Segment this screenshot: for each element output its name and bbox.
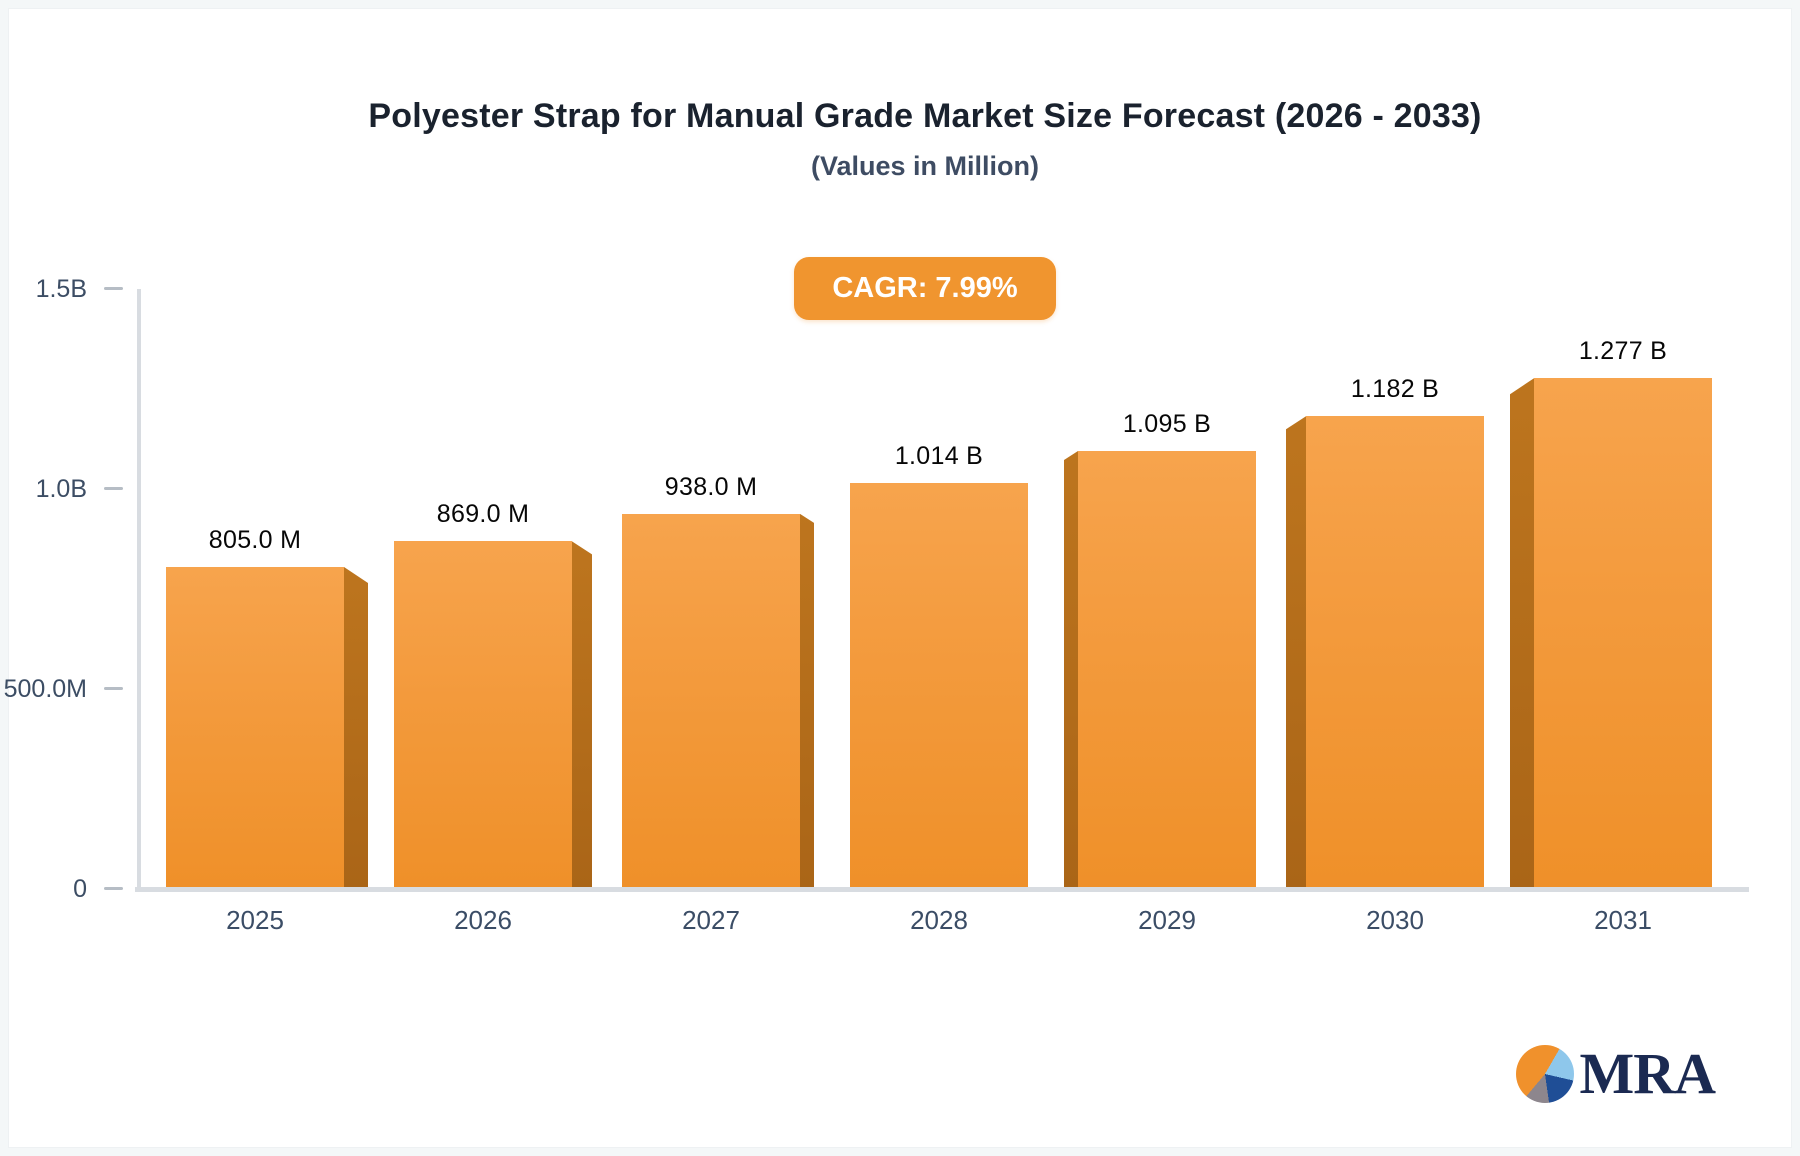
bar-value-label: 938.0 M [664,472,758,501]
bar-group: 1.095 B 2029 [1053,289,1281,935]
bar-group: 869.0 M 2026 [369,289,597,935]
bar-value-label: 1.182 B [1350,375,1440,404]
bar [1286,416,1484,889]
bar-side-3d [1510,378,1534,889]
y-tick-label: 0 [73,875,87,903]
x-axis-line [135,887,1749,892]
bar-side-3d [344,567,368,889]
x-axis-label: 2031 [1594,905,1652,935]
bar-side-3d [800,513,814,889]
plot-area: 805.0 M 2025 869.0 M 2026 938.0 M 2027 1.014 B… [131,289,1749,935]
cagr-badge: CAGR: 7.99% [794,257,1056,320]
bar-side-3d [1286,416,1306,889]
y-axis: 1.5B 1.0B 500.0M 0 [4,275,131,903]
y-tick-label: 1.0B [35,475,87,503]
bar-group: 1.182 B 2030 [1281,289,1509,935]
bar-group: 1.277 B 2031 [1509,289,1737,935]
pie-chart-icon [1516,1045,1575,1103]
y-tick-mark [104,887,123,890]
bar [850,483,1028,889]
bar [1510,378,1712,889]
bar-face [1534,378,1712,889]
x-axis-label: 2027 [682,905,740,935]
cagr-badge-wrap: CAGR: 7.99% [59,257,1791,320]
x-axis-label: 2025 [226,905,284,935]
bar-group: 805.0 M 2025 [141,289,369,935]
bar-group: 1.014 B 2028 [825,289,1053,935]
bar-value-label: 1.014 B [894,442,984,471]
bar-side-3d [1064,451,1078,889]
bar-face [1306,416,1484,889]
bar-value-label: 869.0 M [436,500,530,529]
bars-container: 805.0 M 2025 869.0 M 2026 938.0 M 2027 1.014 B… [141,289,1737,935]
bar-face [166,567,344,889]
bar [166,567,368,889]
bar-value-label: 1.277 B [1578,337,1668,366]
x-axis-label: 2028 [910,905,968,935]
chart-title: Polyester Strap for Manual Grade Market … [368,97,1482,135]
bar [1064,451,1256,889]
y-tick-label: 500.0M [3,675,87,703]
mra-logo-text: MRA [1579,1041,1716,1106]
bar [622,513,814,889]
x-axis-label: 2026 [454,905,512,935]
bar-value-label: 1.095 B [1122,410,1212,438]
x-axis-label: 2029 [1138,905,1196,935]
chart-card: Polyester Strap for Manual Grade Market … [4,8,1792,1148]
bar-side-3d [572,541,592,889]
y-tick-mark [104,287,123,290]
chart-subtitle: (Values in Million) [810,151,1040,181]
y-tick-mark [104,487,123,490]
y-axis-line [137,289,141,889]
bar-face [622,513,800,889]
y-tick-label: 1.5B [35,275,87,303]
mra-logo: MRA [1516,1041,1716,1106]
bar [394,541,592,889]
bar-value-label: 805.0 M [208,526,302,554]
bar-face [1078,451,1256,889]
bar-group: 938.0 M 2027 [597,289,825,935]
x-axis-label: 2030 [1366,905,1424,935]
y-tick-mark [104,687,123,690]
bar-face [850,483,1028,889]
bar-face [394,541,572,889]
